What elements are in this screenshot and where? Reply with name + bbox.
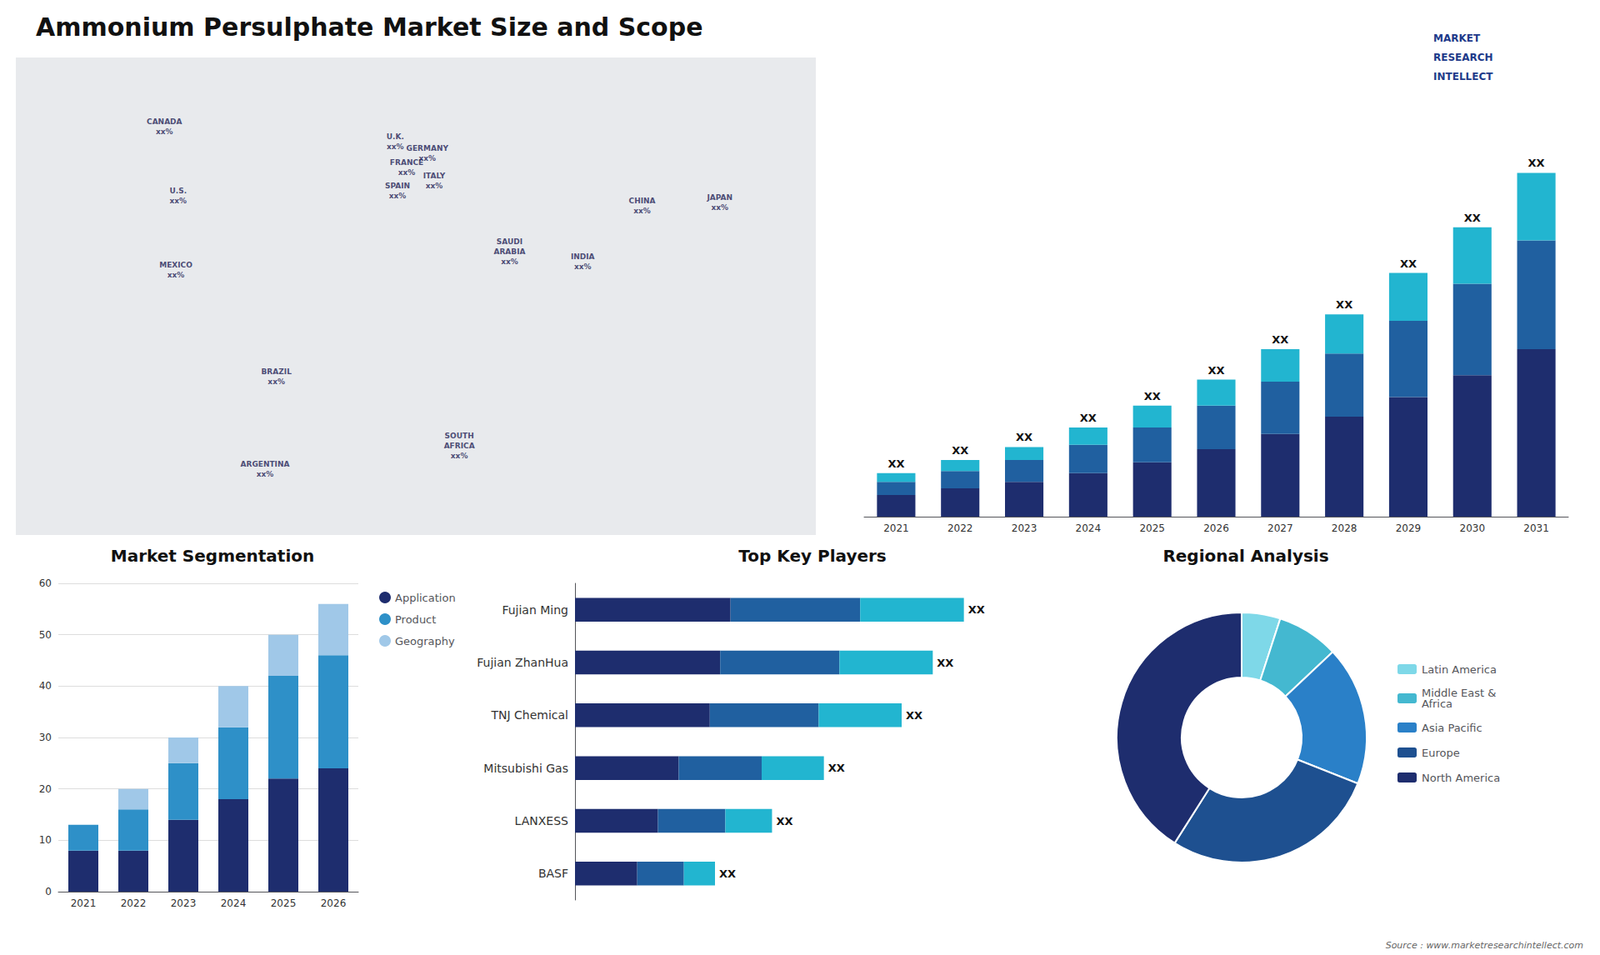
svg-text:FRANCE: FRANCE (389, 158, 424, 167)
svg-text:XX: XX (1528, 156, 1545, 170)
svg-text:xx%: xx% (500, 257, 519, 266)
svg-text:XX: XX (1400, 257, 1417, 270)
svg-text:2022: 2022 (947, 522, 974, 535)
svg-text:xx%: xx% (386, 142, 405, 151)
svg-text:2025: 2025 (270, 897, 297, 910)
svg-text:xx%: xx% (169, 196, 187, 205)
svg-text:xx%: xx% (389, 191, 407, 200)
svg-text:North America: North America (1421, 771, 1500, 785)
svg-text:MARKET: MARKET (1433, 32, 1481, 45)
svg-text:TNJ Chemical: TNJ Chemical (490, 708, 569, 722)
svg-text:Market Segmentation: Market Segmentation (110, 545, 315, 566)
svg-text:2024: 2024 (1075, 522, 1102, 535)
svg-text:CHINA: CHINA (629, 196, 656, 205)
svg-text:XX: XX (1015, 430, 1033, 444)
svg-text:SAUDI: SAUDI (496, 237, 523, 246)
svg-text:GERMANY: GERMANY (405, 144, 449, 153)
svg-text:Fujian ZhanHua: Fujian ZhanHua (476, 655, 569, 670)
svg-text:LANXESS: LANXESS (515, 814, 569, 828)
svg-text:MEXICO: MEXICO (159, 260, 193, 270)
svg-text:SOUTH: SOUTH (445, 431, 475, 440)
svg-text:Source : www.marketresearchint: Source : www.marketresearchintellect.com (1385, 940, 1584, 951)
svg-text:xx%: xx% (450, 451, 469, 460)
svg-text:10: 10 (39, 834, 52, 846)
svg-text:INDIA: INDIA (570, 252, 595, 261)
svg-text:Product: Product (395, 613, 436, 626)
svg-text:SPAIN: SPAIN (385, 181, 410, 190)
svg-text:ARABIA: ARABIA (493, 247, 525, 256)
svg-text:xx%: xx% (398, 168, 416, 177)
svg-text:xx%: xx% (155, 127, 174, 136)
svg-text:xx%: xx% (267, 377, 285, 386)
svg-text:BASF: BASF (538, 866, 569, 880)
svg-text:xx%: xx% (574, 262, 592, 271)
svg-text:XX: XX (1207, 364, 1225, 377)
svg-text:30: 30 (39, 731, 52, 744)
svg-text:2027: 2027 (1267, 522, 1294, 535)
svg-text:JAPAN: JAPAN (706, 193, 734, 202)
svg-text:XX: XX (887, 457, 905, 470)
svg-text:Application: Application (395, 591, 456, 605)
svg-text:XX: XX (719, 867, 736, 880)
svg-text:XX: XX (1335, 298, 1353, 311)
svg-text:XX: XX (951, 444, 969, 457)
svg-text:xx%: xx% (418, 154, 436, 163)
svg-text:U.S.: U.S. (169, 186, 187, 195)
svg-text:ITALY: ITALY (423, 171, 446, 180)
svg-text:2026: 2026 (320, 897, 347, 910)
svg-text:Ammonium Persulphate Market Si: Ammonium Persulphate Market Size and Sco… (35, 12, 704, 42)
svg-text:2023: 2023 (1011, 522, 1038, 535)
svg-text:U.K.: U.K. (386, 132, 405, 141)
svg-text:Mitsubishi Gas: Mitsubishi Gas (483, 761, 569, 775)
svg-text:2029: 2029 (1395, 522, 1422, 535)
svg-text:xx%: xx% (710, 203, 729, 212)
svg-text:INTELLECT: INTELLECT (1433, 70, 1494, 83)
svg-text:BRAZIL: BRAZIL (260, 367, 292, 376)
svg-text:20: 20 (39, 783, 52, 795)
svg-text:2031: 2031 (1523, 522, 1550, 535)
svg-text:XX: XX (1080, 411, 1097, 425)
svg-text:Asia Pacific: Asia Pacific (1421, 721, 1483, 735)
svg-text:xx%: xx% (425, 181, 444, 190)
svg-text:xx%: xx% (167, 270, 185, 280)
svg-text:XX: XX (1144, 390, 1161, 403)
svg-text:XX: XX (936, 656, 954, 670)
svg-text:2025: 2025 (1139, 522, 1165, 535)
svg-text:Europe: Europe (1421, 746, 1460, 760)
svg-text:2026: 2026 (1203, 522, 1230, 535)
svg-text:2028: 2028 (1331, 522, 1358, 535)
svg-text:Fujian Ming: Fujian Ming (501, 603, 569, 617)
svg-text:2030: 2030 (1459, 522, 1485, 535)
svg-text:xx%: xx% (256, 470, 275, 479)
svg-text:AFRICA: AFRICA (444, 441, 475, 450)
svg-text:2022: 2022 (120, 897, 147, 910)
svg-text:CANADA: CANADA (146, 117, 183, 126)
svg-text:ARGENTINA: ARGENTINA (240, 460, 290, 469)
svg-text:XX: XX (1271, 333, 1289, 346)
svg-text:2021: 2021 (70, 897, 97, 910)
svg-text:Middle East &: Middle East & (1421, 686, 1497, 700)
svg-text:XX: XX (775, 815, 793, 828)
svg-text:2023: 2023 (170, 897, 197, 910)
svg-text:0: 0 (45, 885, 52, 898)
svg-text:RESEARCH: RESEARCH (1433, 51, 1494, 64)
svg-text:XX: XX (828, 761, 845, 775)
svg-text:XX: XX (968, 603, 985, 616)
svg-text:Latin America: Latin America (1421, 663, 1497, 676)
svg-text:60: 60 (39, 577, 52, 590)
svg-text:2021: 2021 (883, 522, 910, 535)
svg-text:Top Key Players: Top Key Players (738, 545, 886, 566)
svg-text:XX: XX (1464, 211, 1481, 225)
svg-text:2024: 2024 (220, 897, 247, 910)
svg-text:xx%: xx% (633, 206, 651, 215)
svg-text:Africa: Africa (1421, 697, 1453, 710)
svg-text:Regional Analysis: Regional Analysis (1162, 545, 1329, 566)
svg-text:XX: XX (905, 709, 923, 722)
svg-text:40: 40 (39, 680, 52, 692)
svg-text:50: 50 (39, 629, 52, 641)
svg-text:Geography: Geography (395, 635, 455, 648)
